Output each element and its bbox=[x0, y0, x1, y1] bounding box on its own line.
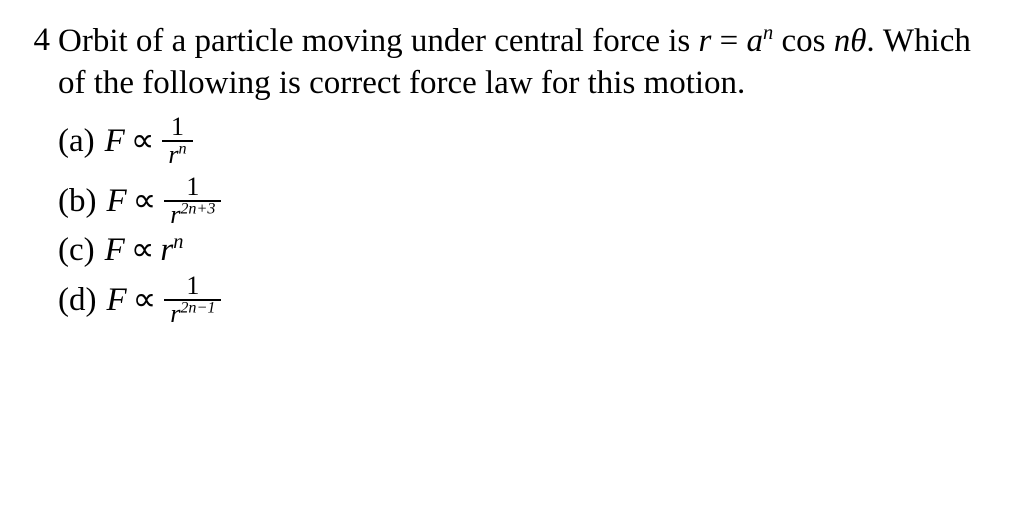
option-a: (a) F ∝ 1 rn bbox=[58, 114, 996, 168]
eq-arg-n: n bbox=[834, 23, 851, 59]
eq-sign: = bbox=[711, 23, 746, 59]
den-exp: 2n+3 bbox=[180, 201, 215, 218]
fraction-numerator: 1 bbox=[165, 114, 190, 140]
fraction-denominator: rn bbox=[162, 140, 192, 168]
eq-trig: cos bbox=[773, 23, 834, 59]
question-body: Orbit of a particle moving under central… bbox=[58, 20, 996, 333]
option-fraction: 1 r2n+3 bbox=[164, 174, 221, 228]
option-lhs: F bbox=[105, 125, 125, 158]
option-c: (c) F ∝ rn bbox=[58, 234, 996, 267]
propto-symbol: ∝ bbox=[133, 284, 157, 317]
question-number: 4 bbox=[12, 20, 58, 61]
option-lhs: F bbox=[106, 284, 126, 317]
den-base: r bbox=[170, 299, 180, 328]
question-page: 4 Orbit of a particle moving under centr… bbox=[0, 0, 1024, 353]
option-d: (d) F ∝ 1 r2n−1 bbox=[58, 273, 996, 327]
fraction-denominator: r2n+3 bbox=[164, 200, 221, 228]
option-b: (b) F ∝ 1 r2n+3 bbox=[58, 174, 996, 228]
option-lhs: F bbox=[105, 234, 125, 267]
option-power: rn bbox=[160, 234, 183, 267]
option-label: (c) bbox=[58, 234, 95, 267]
question-stem: Orbit of a particle moving under central… bbox=[58, 20, 996, 104]
propto-symbol: ∝ bbox=[131, 234, 155, 267]
option-label: (d) bbox=[58, 284, 96, 317]
option-lhs: F bbox=[106, 185, 126, 218]
den-exp: n bbox=[179, 141, 187, 158]
option-label: (a) bbox=[58, 125, 95, 158]
option-fraction: 1 rn bbox=[162, 114, 192, 168]
eq-arg-theta: θ bbox=[850, 23, 866, 59]
question-row: 4 Orbit of a particle moving under centr… bbox=[12, 20, 996, 333]
eq-lhs: r bbox=[699, 23, 712, 59]
den-exp: 2n−1 bbox=[180, 300, 215, 317]
propto-symbol: ∝ bbox=[131, 125, 155, 158]
fraction-denominator: r2n−1 bbox=[164, 299, 221, 327]
den-base: r bbox=[170, 200, 180, 229]
eq-base: a bbox=[746, 23, 763, 59]
option-label: (b) bbox=[58, 185, 96, 218]
propto-symbol: ∝ bbox=[133, 185, 157, 218]
options-list: (a) F ∝ 1 rn (b) F ∝ 1 r2n+3 bbox=[58, 114, 996, 327]
fraction-numerator: 1 bbox=[180, 174, 205, 200]
den-base: r bbox=[168, 140, 178, 169]
power-exp: n bbox=[173, 231, 183, 253]
fraction-numerator: 1 bbox=[180, 273, 205, 299]
stem-pre: Orbit of a particle moving under central… bbox=[58, 23, 699, 59]
option-fraction: 1 r2n−1 bbox=[164, 273, 221, 327]
power-base: r bbox=[160, 232, 173, 268]
eq-exp: n bbox=[763, 22, 773, 44]
